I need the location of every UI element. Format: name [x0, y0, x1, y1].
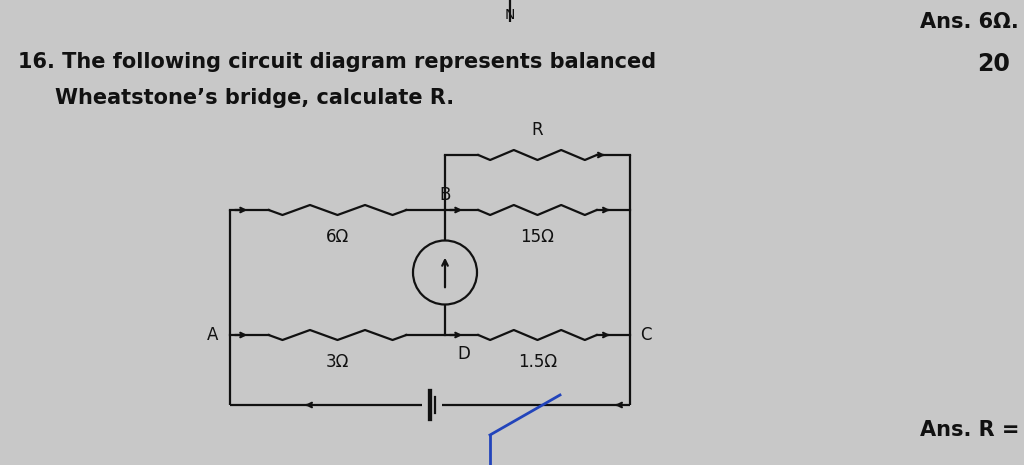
Text: N: N [505, 8, 515, 22]
Text: C: C [640, 326, 651, 344]
Text: 15Ω: 15Ω [520, 228, 554, 246]
Text: Wheatstone’s bridge, calculate R.: Wheatstone’s bridge, calculate R. [55, 88, 454, 108]
Text: 3Ω: 3Ω [326, 353, 349, 371]
Text: D: D [457, 345, 470, 363]
Text: 20: 20 [977, 52, 1010, 76]
Text: Ans. 6Ω.: Ans. 6Ω. [920, 12, 1019, 32]
Text: 1.5Ω: 1.5Ω [518, 353, 557, 371]
Text: R: R [531, 121, 544, 139]
Text: Ans. R = 3.75 Ω.: Ans. R = 3.75 Ω. [920, 420, 1024, 440]
Text: A: A [207, 326, 218, 344]
Text: B: B [439, 186, 451, 204]
Text: 6Ω: 6Ω [326, 228, 349, 246]
Text: 16. The following circuit diagram represents balanced: 16. The following circuit diagram repres… [18, 52, 656, 72]
